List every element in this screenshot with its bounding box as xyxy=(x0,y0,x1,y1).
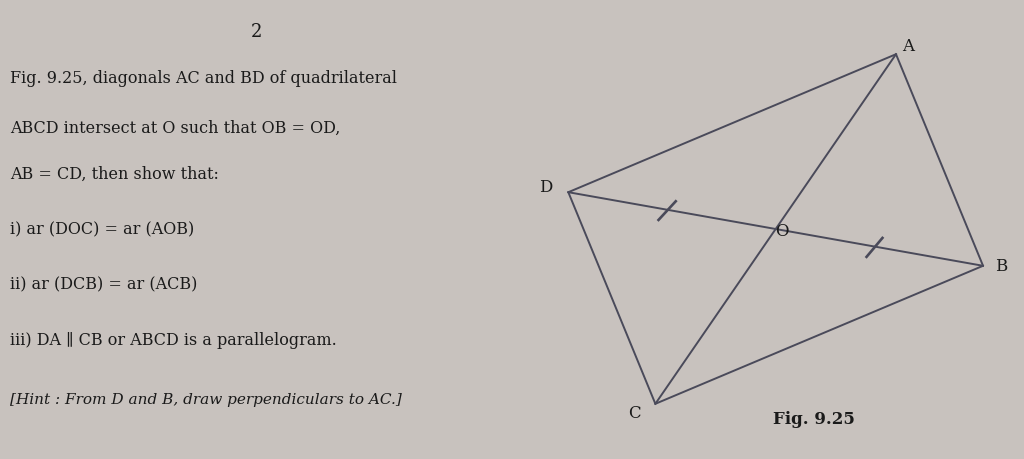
Text: ii) ar (DCB) = ar (ACB): ii) ar (DCB) = ar (ACB) xyxy=(10,276,198,293)
Text: Fig. 9.25, diagonals AC and BD of quadrilateral: Fig. 9.25, diagonals AC and BD of quadri… xyxy=(10,70,397,86)
Text: Fig. 9.25: Fig. 9.25 xyxy=(773,410,855,427)
Text: C: C xyxy=(629,405,641,421)
Text: iii) DA ∥ CB or ABCD is a parallelogram.: iii) DA ∥ CB or ABCD is a parallelogram. xyxy=(10,331,337,348)
Text: [Hint : From D and B, draw perpendiculars to AC.]: [Hint : From D and B, draw perpendicular… xyxy=(10,392,402,406)
Text: O: O xyxy=(775,223,790,240)
Text: 2: 2 xyxy=(251,23,262,41)
Text: ABCD intersect at O such that OB = OD,: ABCD intersect at O such that OB = OD, xyxy=(10,120,341,137)
Text: AB = CD, then show that:: AB = CD, then show that: xyxy=(10,166,219,183)
Text: A: A xyxy=(902,38,914,54)
Text: B: B xyxy=(995,258,1008,274)
Text: D: D xyxy=(539,179,553,196)
Text: i) ar (DOC) = ar (AOB): i) ar (DOC) = ar (AOB) xyxy=(10,221,195,238)
